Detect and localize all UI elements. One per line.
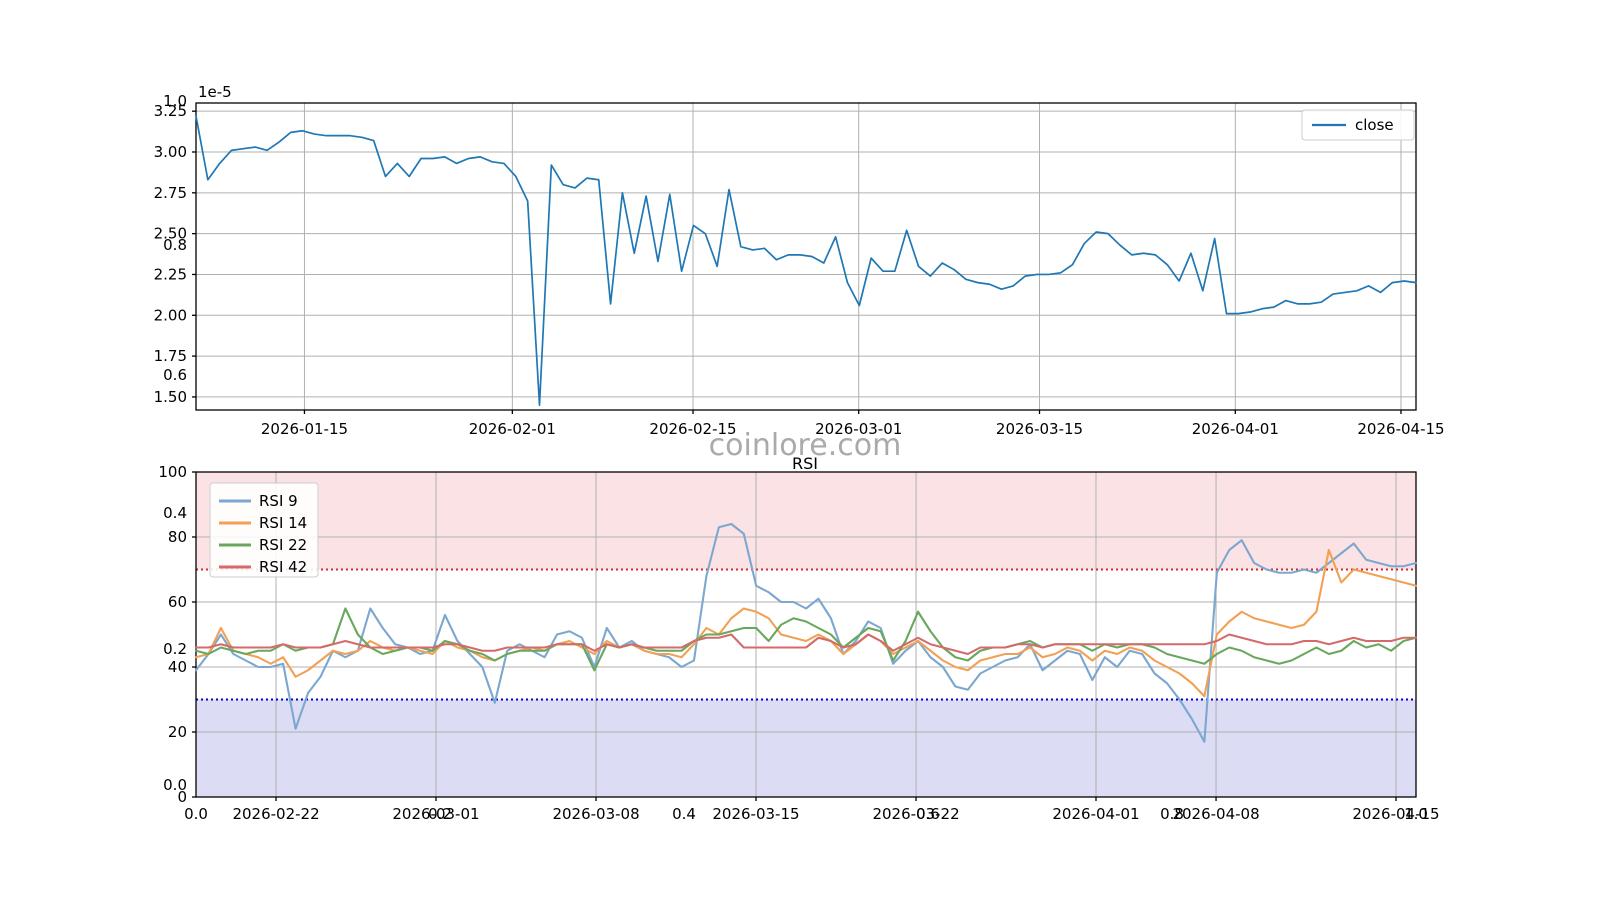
rsi-xtick-label-alt: 1.0 <box>1404 805 1428 823</box>
price-ytick-label-alt: 1.0 <box>163 92 187 110</box>
rsi-xtick-label: 2026-04-01 <box>1052 805 1139 823</box>
rsi-plot-frame <box>195 471 1417 798</box>
rsi-legend-label-rsi-22: RSI 22 <box>259 536 307 554</box>
price-ytick-label: 3.25 <box>154 102 187 120</box>
rsi-series-rsi-42 <box>194 633 1418 656</box>
rsi-legend-box <box>209 482 319 578</box>
price-series-close <box>195 115 1417 406</box>
rsi-overbought-band <box>196 472 1416 570</box>
price-ytick-label: 2.75 <box>154 184 187 202</box>
rsi-xtick-label: 2026-03-22 <box>872 805 959 823</box>
rsi-ytick-label: 100 <box>158 463 187 481</box>
rsi-xtick-label-alt: 0.2 <box>428 805 452 823</box>
price-ytick-label: 2.50 <box>154 225 187 243</box>
price-xtick-label: 2026-03-01 <box>815 420 902 438</box>
rsi-ytick-label: 20 <box>168 723 187 741</box>
price-xtick-label: 2026-03-15 <box>996 420 1083 438</box>
price-legend: close <box>1301 109 1415 141</box>
rsi-ytick-label-alt: 0.2 <box>163 640 187 658</box>
price-ytick-label: 3.00 <box>154 143 187 161</box>
price-ytick-label-alt: 0.8 <box>163 236 187 254</box>
price-legend-box <box>1301 109 1415 141</box>
price-xtick-label: 2026-01-15 <box>261 420 348 438</box>
rsi-xtick-label: 2026-02-22 <box>232 805 319 823</box>
rsi-ytick-label: 60 <box>168 593 187 611</box>
rsi-legend-label-rsi-14: RSI 14 <box>259 514 307 532</box>
rsi-xtick-label-alt: 0.6 <box>916 805 940 823</box>
rsi-panel-title: RSI <box>792 454 818 473</box>
price-ytick-label: 2.25 <box>154 265 187 283</box>
price-ytick-label-alt: 0.6 <box>163 366 187 384</box>
rsi-ytick-label-alt: 0.0 <box>163 776 187 794</box>
price-panel: 3.25 3.00 2.75 2.50 2.25 2.00 1.75 1.50 1.0 0.8 0.… <box>154 83 1445 438</box>
price-xtick-label: 2026-02-15 <box>649 420 736 438</box>
price-xtick-label: 2026-04-01 <box>1192 420 1279 438</box>
rsi-xtick-label-alt: 0.0 <box>184 805 208 823</box>
price-ytick-label: 2.00 <box>154 306 187 324</box>
price-xtick-label: 2026-02-01 <box>469 420 556 438</box>
rsi-ytick-label: 40 <box>168 658 187 676</box>
rsi-legend-label-rsi-9: RSI 9 <box>259 492 298 510</box>
rsi-xtick-label: 2026-03-08 <box>552 805 639 823</box>
price-ytick-label: 1.50 <box>154 388 187 406</box>
rsi-xtick-label: 2026-04-15 <box>1352 805 1439 823</box>
rsi-ytick-label: 0 <box>177 788 187 806</box>
price-plot-frame <box>195 102 1417 411</box>
rsi-oversold-band <box>196 699 1416 797</box>
watermark-text: coinlore.com <box>709 428 902 463</box>
rsi-ytick-label: 80 <box>168 528 187 546</box>
rsi-series-rsi-22 <box>194 607 1418 672</box>
rsi-xtick-label: 2026-04-08 <box>1172 805 1259 823</box>
price-xtick-label: 2026-04-15 <box>1357 420 1444 438</box>
price-yaxis-offset-label: 1e-5 <box>198 83 232 101</box>
rsi-ytick-label-alt: 0.4 <box>163 504 187 522</box>
rsi-legend: RSI 9 RSI 14 RSI 22 RSI 42 <box>209 482 319 578</box>
rsi-xtick-label: 2026-03-01 <box>392 805 479 823</box>
rsi-legend-label-rsi-42: RSI 42 <box>259 558 307 576</box>
rsi-series-rsi-9 <box>194 522 1418 743</box>
rsi-xtick-label-alt: 0.4 <box>672 805 696 823</box>
price-legend-label-close: close <box>1355 116 1394 134</box>
rsi-panel: 100 80 60 40 20 0 0.4 0.2 0.0 2026-02-22 2026-03-0… <box>158 463 1439 823</box>
rsi-xtick-label: 2026-03-15 <box>712 805 799 823</box>
rsi-xtick-label-alt: 0.8 <box>1160 805 1184 823</box>
price-ytick-label: 1.75 <box>154 347 187 365</box>
